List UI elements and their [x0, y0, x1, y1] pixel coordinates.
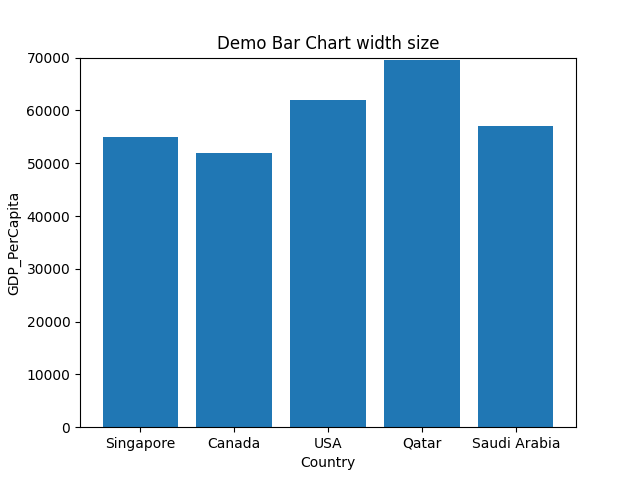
Bar — [291, 100, 365, 427]
Y-axis label: GDP_PerCapita: GDP_PerCapita — [6, 190, 21, 295]
Bar — [196, 153, 271, 427]
Bar — [102, 137, 178, 427]
Bar — [478, 126, 554, 427]
Bar — [385, 60, 460, 427]
X-axis label: Country: Country — [300, 456, 356, 470]
Title: Demo Bar Chart width size: Demo Bar Chart width size — [217, 35, 439, 53]
